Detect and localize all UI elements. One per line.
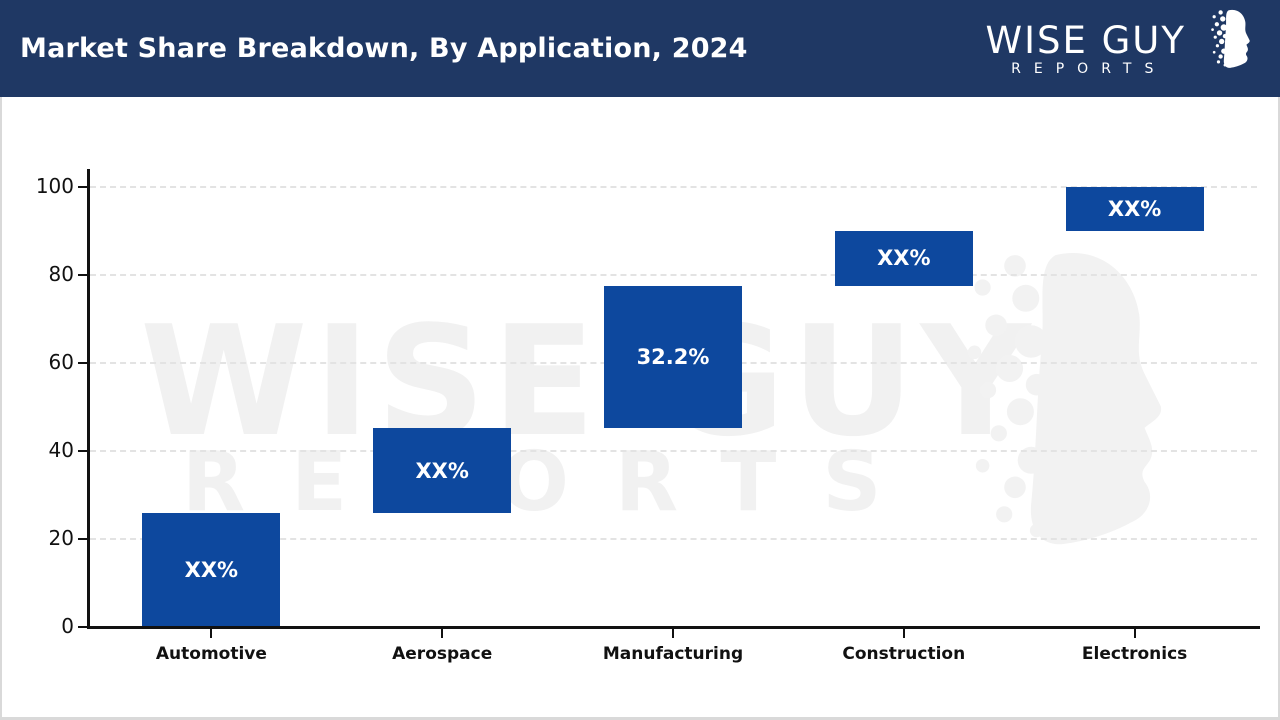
- bar-value-label-automotive: XX%: [184, 558, 239, 582]
- bar-construction: XX%: [834, 230, 973, 287]
- bar-automotive: XX%: [142, 513, 281, 627]
- y-tick-label-80: 80: [48, 262, 74, 286]
- watermark-face-icon: [967, 252, 1162, 545]
- y-tick-20: [78, 538, 87, 540]
- brand-text: WISE GUY REPORTS: [986, 22, 1186, 76]
- category-label-electronics: Electronics: [1081, 644, 1188, 664]
- grid-line-80: [90, 274, 1257, 276]
- bar-value-label-electronics: XX%: [1107, 196, 1162, 221]
- y-tick-label-40: 40: [48, 438, 74, 462]
- y-axis: [87, 169, 90, 629]
- y-tick-0: [78, 626, 87, 628]
- bar-value-label-manufacturing: 32.2%: [636, 345, 710, 370]
- grid-line-40: [90, 450, 1257, 452]
- x-tick-construction: [902, 629, 905, 638]
- bar-value-label-construction: XX%: [877, 246, 931, 271]
- bar-manufacturing: 32.2%: [604, 286, 742, 429]
- bar-electronics: XX%: [1065, 187, 1204, 231]
- x-tick-electronics: [1133, 629, 1136, 638]
- y-tick-label-0: 0: [61, 614, 74, 638]
- header: Market Share Breakdown, By Application, …: [0, 0, 1280, 97]
- category-label-construction: Construction: [842, 644, 966, 664]
- brand-name: WISE GUY: [985, 18, 1186, 62]
- page-title: Market Share Breakdown, By Application, …: [20, 33, 748, 64]
- x-tick-aerospace: [441, 629, 444, 638]
- y-tick-label-100: 100: [35, 174, 74, 198]
- bar-value-label-aerospace: XX%: [415, 458, 469, 483]
- x-tick-manufacturing: [672, 629, 674, 638]
- y-tick-label-60: 60: [48, 350, 74, 374]
- brand-face-icon: [1211, 9, 1250, 68]
- brand-subtitle: REPORTS: [1011, 60, 1167, 77]
- chart-canvas: WISE GUY REPORTS 0 20 40 60 80 100 XX% Automoti…: [0, 97, 1280, 720]
- bar-aerospace: XX%: [373, 428, 512, 514]
- category-label-aerospace: Aerospace: [392, 644, 493, 664]
- grid-line-100: [90, 186, 1257, 188]
- brand-logo: WISE GUY REPORTS: [986, 6, 1264, 92]
- grid-line-20: [90, 538, 1257, 540]
- y-tick-80: [78, 274, 87, 276]
- category-label-manufacturing: Manufacturing: [602, 644, 744, 664]
- category-label-automotive: Automotive: [155, 644, 267, 664]
- y-tick-label-20: 20: [48, 526, 74, 550]
- y-tick-60: [78, 362, 87, 364]
- y-tick-40: [78, 450, 87, 452]
- y-tick-100: [78, 186, 87, 188]
- watermark-brand-name: WISE GUY: [140, 293, 1037, 470]
- x-tick-automotive: [210, 629, 213, 638]
- x-axis: [87, 626, 1260, 629]
